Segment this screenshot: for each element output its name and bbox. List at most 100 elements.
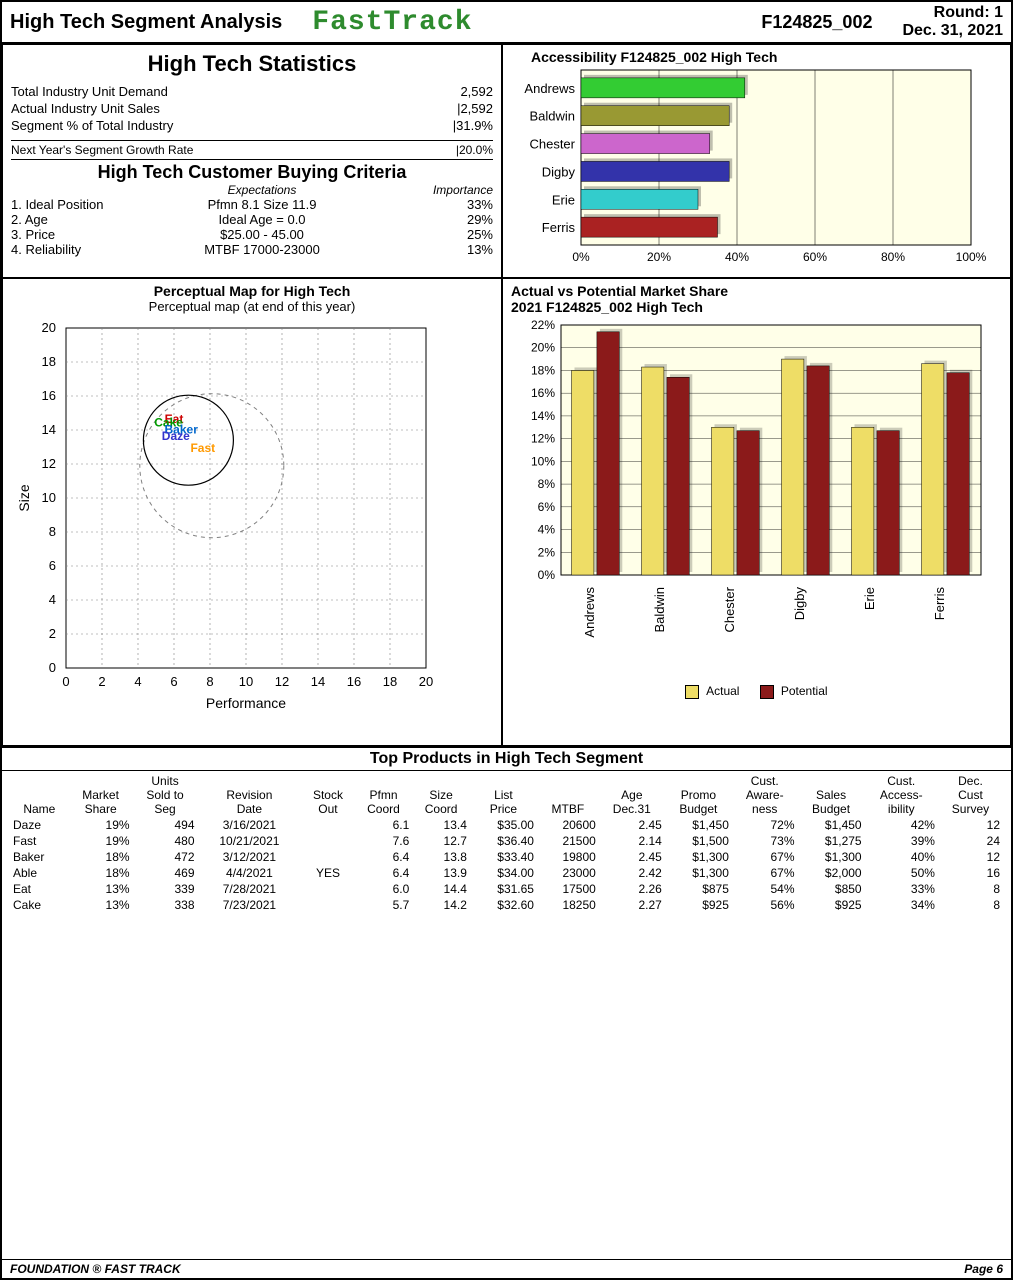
header-code: F124825_002 bbox=[761, 12, 872, 33]
svg-text:Baldwin: Baldwin bbox=[529, 109, 575, 124]
svg-text:6: 6 bbox=[170, 674, 177, 689]
svg-text:Performance: Performance bbox=[206, 695, 286, 711]
header: High Tech Segment Analysis FastTrack F12… bbox=[2, 2, 1011, 44]
stats-row: Total Industry Unit Demand2,592 bbox=[11, 83, 493, 100]
svg-text:20%: 20% bbox=[647, 250, 671, 264]
svg-text:8%: 8% bbox=[538, 477, 556, 491]
svg-text:6: 6 bbox=[49, 558, 56, 573]
ms-title1: Actual vs Potential Market Share bbox=[511, 283, 1002, 299]
table-header: UnitsSold toSeg bbox=[133, 773, 198, 817]
svg-text:4: 4 bbox=[49, 592, 56, 607]
svg-text:Baldwin: Baldwin bbox=[652, 587, 667, 633]
accessibility-title: Accessibility F124825_002 High Tech bbox=[531, 49, 1002, 65]
ms-title2: 2021 F124825_002 High Tech bbox=[511, 299, 1002, 315]
legend-potential-swatch bbox=[760, 685, 774, 699]
svg-text:Size: Size bbox=[16, 484, 32, 511]
svg-text:14: 14 bbox=[42, 422, 56, 437]
perceptual-map: EatCakeBakerDazeFast02468101214161820024… bbox=[11, 318, 471, 738]
table-header: SizeCoord bbox=[412, 773, 470, 817]
table-header: Cust.Aware-ness bbox=[732, 773, 798, 817]
marketshare-cell: Actual vs Potential Market Share 2021 F1… bbox=[502, 278, 1011, 746]
table-row: Baker18%4723/12/20216.413.8$33.40198002.… bbox=[10, 849, 1003, 865]
table-row: Fast19%48010/21/20217.612.7$36.40215002.… bbox=[10, 833, 1003, 849]
svg-text:0: 0 bbox=[49, 660, 56, 675]
marketshare-chart: 0%2%4%6%8%10%12%14%16%18%20%22%AndrewsBa… bbox=[511, 315, 1001, 675]
page: High Tech Segment Analysis FastTrack F12… bbox=[0, 0, 1013, 1280]
table-row: Able18%4694/4/2021YES6.413.9$34.00230002… bbox=[10, 865, 1003, 881]
svg-text:20%: 20% bbox=[531, 341, 555, 355]
svg-text:10: 10 bbox=[42, 490, 56, 505]
growth-row: Next Year's Segment Growth Rate |20.0% bbox=[11, 140, 493, 160]
table-header: Dec.CustSurvey bbox=[938, 773, 1003, 817]
svg-text:2%: 2% bbox=[538, 545, 556, 559]
svg-text:8: 8 bbox=[49, 524, 56, 539]
legend-actual-label: Actual bbox=[706, 684, 739, 698]
quadrants: High Tech Statistics Total Industry Unit… bbox=[2, 44, 1011, 746]
accessibility-cell: Accessibility F124825_002 High Tech 0% 20… bbox=[502, 44, 1011, 278]
svg-text:20: 20 bbox=[42, 320, 56, 335]
svg-text:2: 2 bbox=[98, 674, 105, 689]
products-title: Top Products in High Tech Segment bbox=[2, 746, 1011, 770]
stats-row: Segment % of Total Industry|31.9% bbox=[11, 117, 493, 134]
criteria-title: High Tech Customer Buying Criteria bbox=[11, 162, 493, 183]
svg-text:Digby: Digby bbox=[542, 164, 576, 179]
svg-text:8: 8 bbox=[206, 674, 213, 689]
svg-text:Fast: Fast bbox=[190, 441, 215, 455]
svg-text:Daze: Daze bbox=[162, 429, 190, 443]
growth-label: Next Year's Segment Growth Rate bbox=[11, 143, 193, 157]
legend-actual-swatch bbox=[685, 685, 699, 699]
svg-text:16: 16 bbox=[347, 674, 361, 689]
svg-text:Andrews: Andrews bbox=[582, 587, 597, 638]
criteria-row: 1. Ideal PositionPfmn 8.1 Size 11.933% bbox=[11, 197, 493, 212]
svg-text:18: 18 bbox=[42, 354, 56, 369]
pmap-subtitle: Perceptual map (at end of this year) bbox=[11, 299, 493, 314]
criteria-row: 4. ReliabilityMTBF 17000-2300013% bbox=[11, 242, 493, 257]
table-row: Daze19%4943/16/20216.113.4$35.00206002.4… bbox=[10, 817, 1003, 833]
stats-title: High Tech Statistics bbox=[11, 51, 493, 77]
accessibility-chart: 0%20%40%60%80%100%AndrewsBaldwinChesterD… bbox=[511, 65, 991, 270]
svg-text:16%: 16% bbox=[531, 386, 555, 400]
ms-legend: Actual Potential bbox=[511, 684, 1002, 699]
pmap-title: Perceptual Map for High Tech bbox=[11, 283, 493, 299]
growth-value: |20.0% bbox=[456, 143, 493, 157]
criteria-head-imp: Importance bbox=[403, 183, 493, 197]
criteria-head-exp: Expectations bbox=[121, 183, 403, 197]
table-row: Cake13%3387/23/20215.714.2$32.60182502.2… bbox=[10, 897, 1003, 913]
svg-text:18%: 18% bbox=[531, 363, 555, 377]
svg-text:100%: 100% bbox=[956, 250, 987, 264]
svg-text:0%: 0% bbox=[572, 250, 590, 264]
table-header: MTBF bbox=[537, 773, 599, 817]
svg-text:Chester: Chester bbox=[722, 586, 737, 632]
svg-text:12: 12 bbox=[42, 456, 56, 471]
footer-left: FOUNDATION ® FAST TRACK bbox=[10, 1262, 181, 1276]
table-header: PfmnCoord bbox=[355, 773, 413, 817]
svg-text:40%: 40% bbox=[725, 250, 749, 264]
svg-text:0: 0 bbox=[62, 674, 69, 689]
footer: FOUNDATION ® FAST TRACK Page 6 bbox=[2, 1259, 1011, 1278]
svg-text:2: 2 bbox=[49, 626, 56, 641]
svg-text:18: 18 bbox=[383, 674, 397, 689]
svg-text:6%: 6% bbox=[538, 500, 556, 514]
svg-text:12%: 12% bbox=[531, 432, 555, 446]
table-row: Eat13%3397/28/20216.014.4$31.65175002.26… bbox=[10, 881, 1003, 897]
svg-text:20: 20 bbox=[419, 674, 433, 689]
criteria-row: 3. Price$25.00 - 45.0025% bbox=[11, 227, 493, 242]
criteria-row: 2. AgeIdeal Age = 0.029% bbox=[11, 212, 493, 227]
svg-text:Digby: Digby bbox=[792, 587, 807, 621]
svg-text:14%: 14% bbox=[531, 409, 555, 423]
table-header: AgeDec.31 bbox=[599, 773, 665, 817]
svg-text:Ferris: Ferris bbox=[542, 220, 576, 235]
table-header: ListPrice bbox=[470, 773, 537, 817]
table-header: Cust.Access-ibility bbox=[865, 773, 938, 817]
svg-text:Erie: Erie bbox=[552, 192, 575, 207]
svg-text:10: 10 bbox=[239, 674, 253, 689]
products-table: NameMarketShareUnitsSold toSegRevisionDa… bbox=[10, 773, 1003, 913]
svg-text:60%: 60% bbox=[803, 250, 827, 264]
criteria-head: Expectations Importance bbox=[11, 183, 493, 197]
svg-text:12: 12 bbox=[275, 674, 289, 689]
table-header: StockOut bbox=[301, 773, 354, 817]
pmap-cell: Perceptual Map for High Tech Perceptual … bbox=[2, 278, 502, 746]
table-header: RevisionDate bbox=[198, 773, 302, 817]
header-round: Round: 1 bbox=[902, 4, 1003, 22]
svg-text:10%: 10% bbox=[531, 454, 555, 468]
